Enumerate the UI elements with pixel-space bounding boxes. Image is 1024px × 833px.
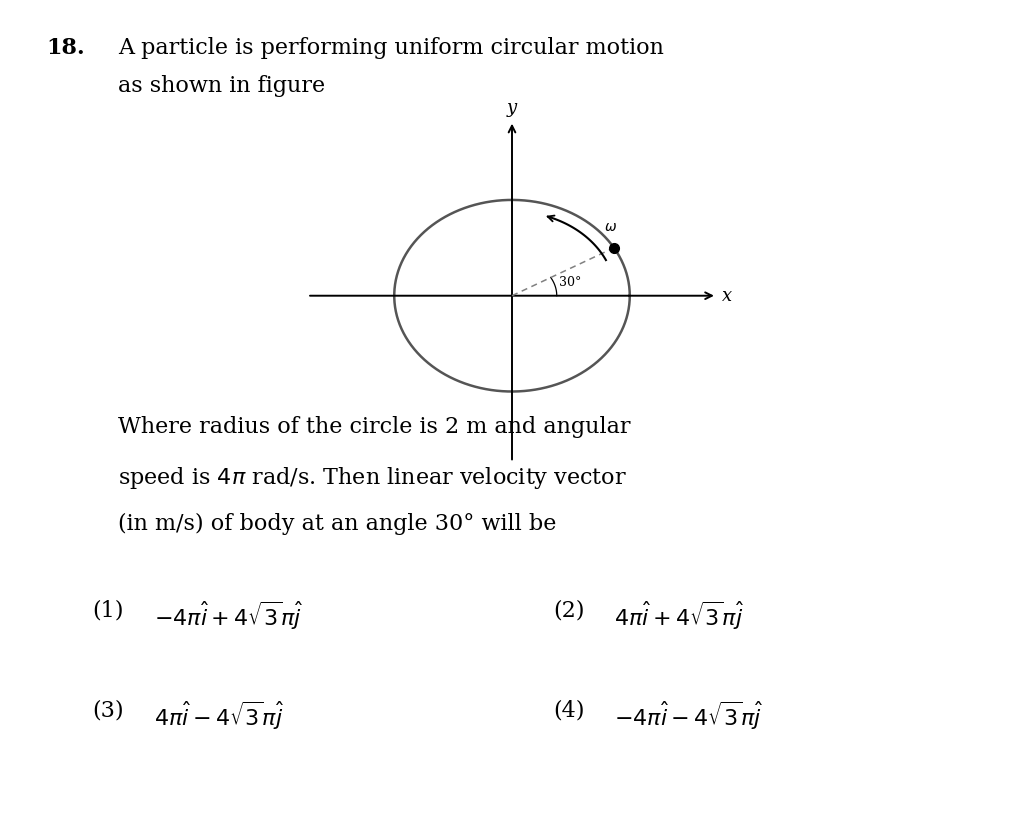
Text: Where radius of the circle is 2 m and angular: Where radius of the circle is 2 m and an… <box>118 416 630 438</box>
Text: 18.: 18. <box>46 37 85 59</box>
Text: (in m/s) of body at an angle 30° will be: (in m/s) of body at an angle 30° will be <box>118 513 556 536</box>
Text: $-4\pi\hat{i} - 4\sqrt{3}\pi\hat{j}$: $-4\pi\hat{i} - 4\sqrt{3}\pi\hat{j}$ <box>614 700 764 732</box>
Text: x: x <box>722 287 732 305</box>
Text: 30°: 30° <box>559 277 582 290</box>
Text: (1): (1) <box>92 600 124 621</box>
Text: (4): (4) <box>553 700 585 721</box>
Text: speed is $4\pi$ rad/s. Then linear velocity vector: speed is $4\pi$ rad/s. Then linear veloc… <box>118 465 627 491</box>
Text: $4\pi\hat{i} - 4\sqrt{3}\pi\hat{j}$: $4\pi\hat{i} - 4\sqrt{3}\pi\hat{j}$ <box>154 700 285 732</box>
Text: (3): (3) <box>92 700 124 721</box>
Text: $-4\pi\hat{i} + 4\sqrt{3}\pi\hat{j}$: $-4\pi\hat{i} + 4\sqrt{3}\pi\hat{j}$ <box>154 600 303 632</box>
Text: $4\pi\hat{i} + 4\sqrt{3}\pi\hat{j}$: $4\pi\hat{i} + 4\sqrt{3}\pi\hat{j}$ <box>614 600 745 632</box>
Text: A particle is performing uniform circular motion: A particle is performing uniform circula… <box>118 37 664 59</box>
Text: (2): (2) <box>553 600 585 621</box>
Text: y: y <box>507 98 517 117</box>
Text: as shown in figure: as shown in figure <box>118 75 325 97</box>
Text: $\omega$: $\omega$ <box>604 220 617 234</box>
